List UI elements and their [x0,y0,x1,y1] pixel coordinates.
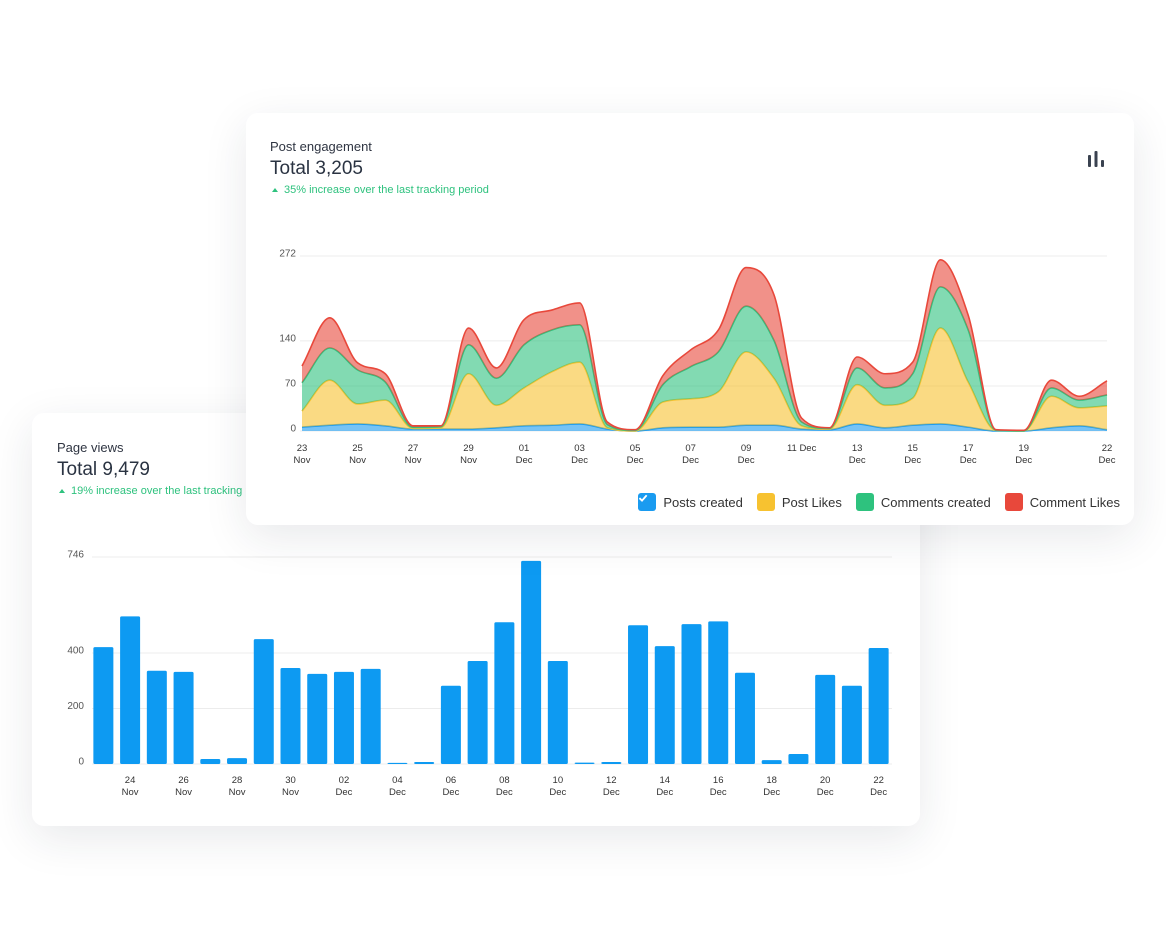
bar [574,762,595,764]
bar [146,670,167,764]
x-tick-label: 29 Nov [460,443,477,466]
y-tick-label: 272 [279,249,296,260]
bar [708,621,729,764]
bar [654,646,675,764]
legend: Posts created Post Likes Comments created C… [638,493,1120,511]
bar [253,639,274,764]
area-chart: 0 70 140 272 [279,249,1108,435]
legend-label: Comment Likes [1029,494,1120,510]
bar [280,667,301,764]
post-engagement-card: 0 70 140 272 Post engagement Total 3,205 35… [246,113,1134,525]
chart-type-button[interactable] [1086,149,1106,169]
legend-item[interactable]: Comment Likes [639,493,1120,511]
y-tick-label: 0 [78,757,84,768]
x-tick-label: 07 Dec [682,443,700,466]
bar [387,762,408,764]
bar [628,625,649,764]
bar [93,647,114,764]
x-tick-label: 03 Dec [571,443,589,466]
x-tick-label: 08 Dec [495,775,513,798]
x-tick-label: 18 Dec [763,775,781,798]
area-line [301,423,1108,432]
bar [547,661,568,764]
y-tick-label: 746 [67,550,84,561]
bar [467,661,488,764]
legend-checkbox[interactable] [639,493,874,511]
bar [521,560,542,764]
x-tick-label: 25 Nov [349,443,366,466]
legend-label: Posts created [663,494,743,510]
x-tick-label: 16 Dec [709,775,727,798]
bar [120,616,141,764]
x-tick-label: 09 Dec [737,443,755,466]
check-icon [639,494,648,502]
x-tick-label: 05 Dec [626,443,644,466]
card-title: Page views [57,440,124,455]
bar [788,754,809,764]
x-tick-label: 11 Dec [786,443,817,454]
legend-item[interactable]: Comments created [639,493,991,511]
x-tick-label: 02 Dec [335,775,353,798]
bar [414,762,435,764]
x-tick-label: 06 Dec [442,775,460,798]
bar [307,673,328,764]
y-tick-label: 0 [290,424,296,435]
bar-chart: 0 200 400 746 [67,550,892,768]
legend-label: Post Likes [781,494,842,510]
bar [815,674,836,764]
bar [761,760,782,764]
y-tick-label: 200 [67,701,84,712]
bar [681,624,702,764]
card-trend: 19% increase over the last tracking peri… [59,485,276,497]
card-trend: 35% increase over the last tracking peri… [272,184,489,196]
bar [360,668,381,764]
x-tick-label: 17 Dec [959,443,977,466]
x-tick-label: 27 Nov [404,443,422,466]
x-tick-label: 20 Dec [816,775,834,798]
x-tick-label: 12 Dec [602,775,620,798]
bar [868,648,889,764]
y-tick-label: 400 [67,646,84,657]
x-tick-label: 24 Nov [121,775,139,798]
card-title: Post engagement [270,139,372,154]
x-tick-label: 28 Nov [228,775,246,798]
area-line [301,259,1108,432]
x-tick-label: 14 Dec [656,775,674,798]
x-tick-label: 19 Dec [1015,443,1033,466]
card-total: Total 3,205 [270,158,363,179]
area [302,259,1107,431]
y-tick-label: 70 [285,379,297,390]
x-tick-label: 22 Dec [1098,443,1116,466]
area [302,328,1107,431]
bar [440,685,461,764]
x-tick-label: 23 Nov [293,443,311,466]
bar [494,622,515,764]
bar [173,671,194,764]
card-total: Total 9,479 [57,459,150,480]
bar [734,672,755,764]
x-tick-label: 10 Dec [549,775,567,798]
legend-item[interactable]: Posts created [638,493,743,511]
y-tick-label: 140 [279,334,296,345]
legend-label: Comments created [880,494,991,510]
bar [601,762,622,764]
bar [333,671,354,764]
x-tick-label: 04 Dec [388,775,406,798]
x-tick-label: 30 Nov [282,775,299,798]
legend-item[interactable]: Post Likes [639,493,842,511]
x-tick-label: 01 Dec [515,443,533,466]
area [302,286,1107,431]
legend-checkbox[interactable] [639,493,1023,511]
bar [841,685,862,764]
x-tick-label: 26 Nov [175,775,193,798]
x-tick-label: 15 Dec [904,443,922,466]
legend-checkbox[interactable] [639,493,775,511]
bar [200,759,221,764]
bar [227,758,248,764]
x-tick-label: 22 Dec [870,775,888,798]
x-tick-label: 13 Dec [848,443,866,466]
